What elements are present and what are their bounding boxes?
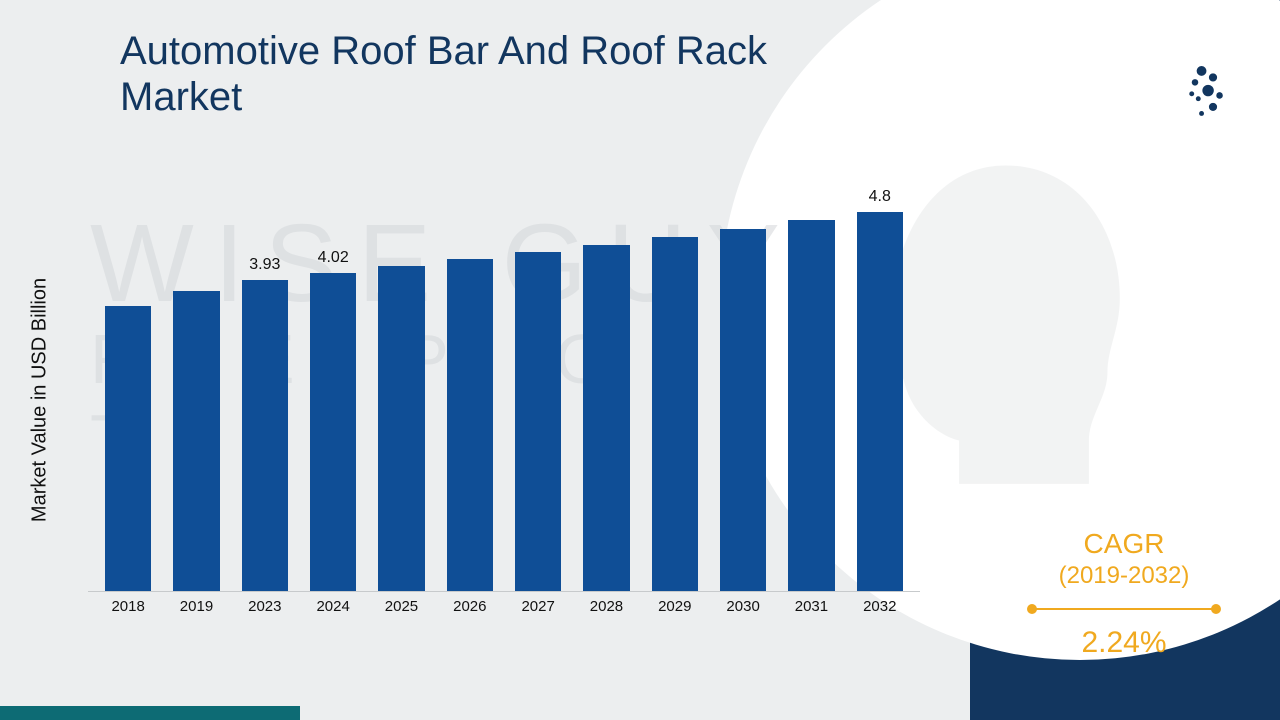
x-tick-label: 2027 xyxy=(504,592,572,620)
bar xyxy=(583,245,629,591)
x-ticks: 2018201920232024202520262027202820292030… xyxy=(88,592,920,620)
bar-value-label: 4.8 xyxy=(846,188,914,206)
x-tick-label: 2023 xyxy=(231,592,299,620)
bar xyxy=(378,266,424,591)
bar-slot xyxy=(777,180,845,591)
bar-slot xyxy=(709,180,777,591)
x-tick-label: 2025 xyxy=(367,592,435,620)
bar-slot xyxy=(94,180,162,591)
bottom-accent-bar xyxy=(0,706,300,720)
brand-logo: WISE GUY R E P O R T S xyxy=(898,28,1240,86)
bar-slot: 3.93 xyxy=(231,180,299,591)
bar-slot xyxy=(641,180,709,591)
bar-slot xyxy=(572,180,640,591)
bar-slot xyxy=(162,180,230,591)
y-axis-label: Market Value in USD Billion xyxy=(29,278,52,522)
bar-chart: Market Value in USD Billion 3.934.024.8 … xyxy=(50,180,920,620)
bar xyxy=(788,220,834,591)
x-tick-label: 2024 xyxy=(299,592,367,620)
bar xyxy=(242,280,288,591)
cagr-title: CAGR xyxy=(1014,528,1234,560)
bar-slot xyxy=(367,180,435,591)
bar xyxy=(447,259,493,591)
bar xyxy=(857,212,903,591)
x-tick-label: 2030 xyxy=(709,592,777,620)
bar xyxy=(720,229,766,591)
x-tick-label: 2032 xyxy=(846,592,914,620)
cagr-range: (2019-2032) xyxy=(1014,562,1234,590)
bar-slot: 4.8 xyxy=(846,180,914,591)
cagr-panel: CAGR (2019-2032) 2.24% xyxy=(1014,528,1234,660)
x-tick-label: 2031 xyxy=(777,592,845,620)
stage: WISE GUY R E P O R T S Automotive Roof B… xyxy=(0,0,1280,720)
x-tick-label: 2018 xyxy=(94,592,162,620)
bar-value-label: 3.93 xyxy=(231,256,299,274)
x-tick-label: 2026 xyxy=(436,592,504,620)
x-tick-label: 2019 xyxy=(162,592,230,620)
bar xyxy=(105,306,151,591)
bar xyxy=(310,273,356,591)
bar-value-label: 4.02 xyxy=(299,249,367,267)
brand-line1: WISE GUY xyxy=(898,28,1144,67)
bar xyxy=(652,237,698,591)
bar-slot xyxy=(436,180,504,591)
cagr-divider xyxy=(1032,608,1216,610)
chart-title: Automotive Roof Bar And Roof Rack Market xyxy=(120,28,840,120)
x-tick-label: 2028 xyxy=(572,592,640,620)
bar-slot: 4.02 xyxy=(299,180,367,591)
brand-line2: R E P O R T S xyxy=(898,65,1144,86)
cagr-value: 2.24% xyxy=(1014,626,1234,660)
bar xyxy=(515,252,561,591)
x-tick-label: 2029 xyxy=(641,592,709,620)
bars-container: 3.934.02 4.8 xyxy=(88,180,920,591)
bar xyxy=(173,291,219,591)
bar-slot xyxy=(504,180,572,591)
plot-area: 3.934.02 4.8 xyxy=(88,180,920,592)
